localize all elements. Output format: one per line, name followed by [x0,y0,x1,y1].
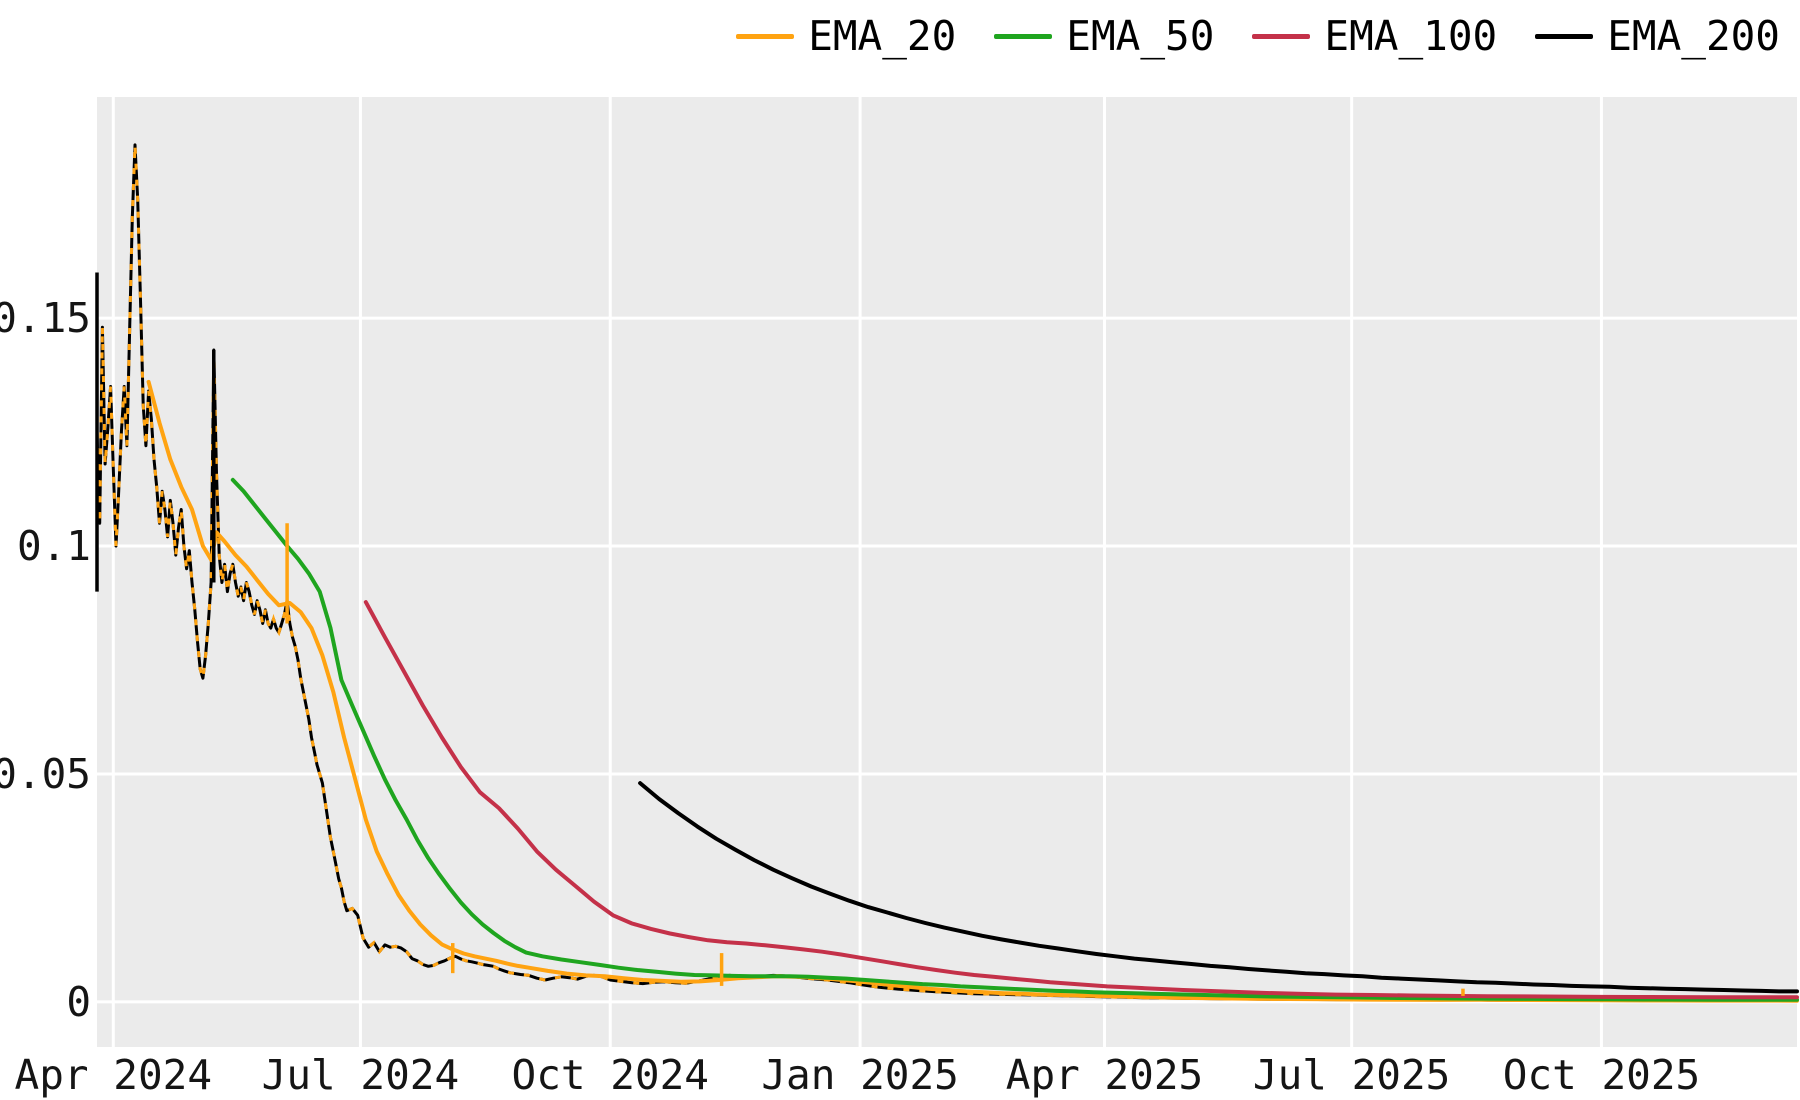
x-tick-label: Jan 2025 [761,1051,959,1099]
y-tick-label: 0.15 [0,294,91,343]
legend-line-ema-100-icon [1252,33,1311,39]
plot-background [97,97,1797,1047]
x-tick-label: Oct 2024 [511,1051,709,1099]
legend-item-ema-20: EMA_20 [736,12,956,60]
series-ema_20 [146,379,1799,1003]
series-ema_50 [230,477,1799,1002]
x-tick-label: Jul 2024 [261,1051,460,1099]
legend-line-ema-200-icon [1535,33,1594,39]
y-tick-label: 0.05 [0,749,91,798]
legend-label-ema-100: EMA_100 [1324,12,1498,60]
x-tick-label: Apr 2024 [14,1051,213,1099]
legend-item-ema-100: EMA_100 [1252,12,1497,60]
y-tick-label: 0.1 [16,522,91,571]
series-price-up-candles [95,144,1792,1003]
y-tick-label: 0 [66,977,91,1026]
legend-line-ema-50-icon [994,33,1053,39]
legend-line-ema-20-icon [736,33,795,39]
legend-item-ema-200: EMA_200 [1535,12,1780,60]
series-ema_200 [638,781,1799,994]
x-tick-label: Jul 2025 [1252,1051,1451,1099]
legend-item-ema-50: EMA_50 [994,12,1214,60]
legend-label-ema-20: EMA_20 [808,12,957,60]
legend: EMA_20 EMA_50 EMA_100 EMA_200 [736,10,1780,62]
legend-label-ema-200: EMA_200 [1607,12,1780,60]
legend-label-ema-50: EMA_50 [1066,12,1215,60]
series-ema_100 [363,600,1799,1000]
x-tick-label: Oct 2025 [1502,1051,1701,1099]
x-tick-label: Apr 2025 [1005,1051,1204,1099]
